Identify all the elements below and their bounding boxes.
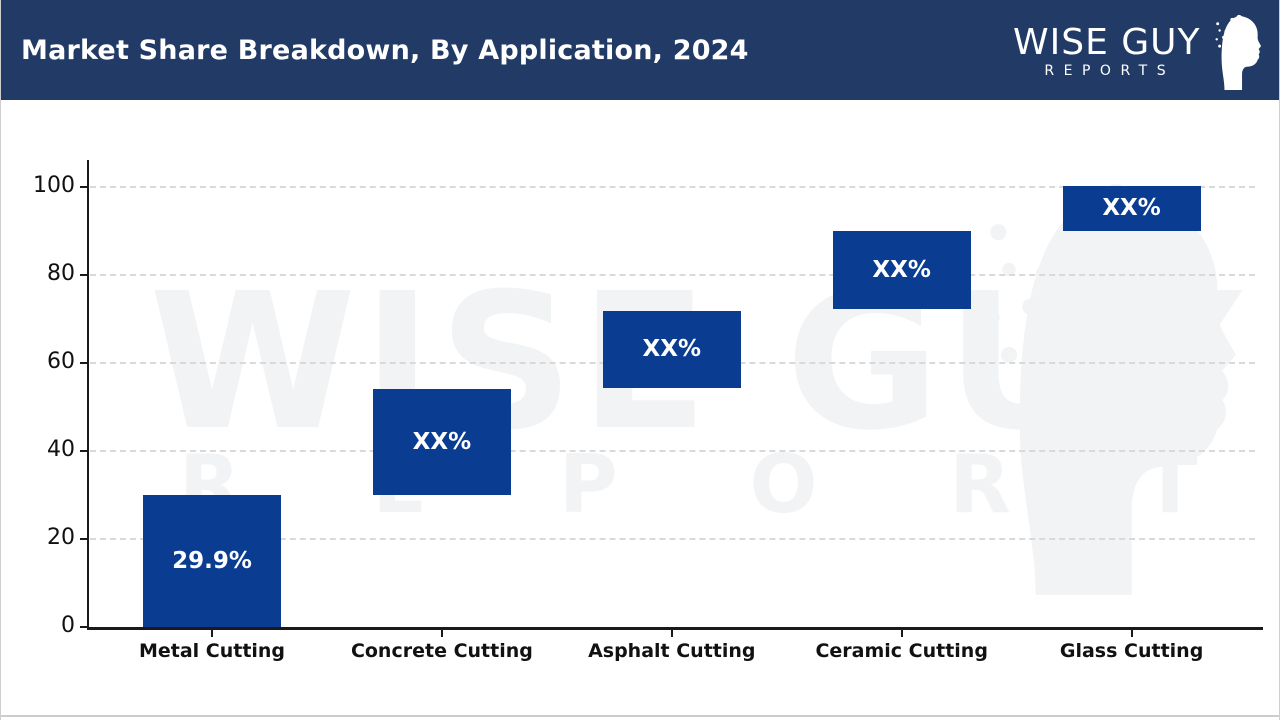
y-axis-tick-label-20: 20	[47, 525, 75, 550]
page-title: Market Share Breakdown, By Application, …	[21, 34, 749, 66]
logo-subtitle: REPORTS	[1044, 62, 1176, 79]
x-axis-label-asphalt-cutting: Asphalt Cutting	[588, 640, 756, 662]
x-axis-tick-asphalt-cutting	[670, 628, 673, 637]
y-axis-tick-label-80: 80	[47, 261, 75, 286]
y-axis-tick-100	[80, 186, 88, 188]
y-axis-tick-80	[80, 274, 88, 276]
bar-ceramic-cutting: XX%	[832, 231, 971, 310]
y-axis-tick-label-40: 40	[47, 437, 75, 462]
gridline-40	[90, 450, 1255, 452]
bar-value-label-glass-cutting: XX%	[1102, 195, 1161, 222]
y-axis-tick-label-60: 60	[47, 349, 75, 374]
x-axis-label-ceramic-cutting: Ceramic Cutting	[815, 640, 988, 662]
y-axis-tick-label-0: 0	[61, 613, 75, 638]
y-axis-tick-label-100: 100	[33, 173, 75, 198]
x-axis-spine	[87, 627, 1263, 630]
bar-concrete-cutting: XX%	[372, 388, 511, 495]
logo-wordmark: WISE GUY	[1013, 21, 1201, 63]
gridline-100	[90, 186, 1255, 188]
gridline-80	[90, 274, 1255, 276]
market-share-bar-chart: 0 20 40 60 80 100 29.9% Metal Cutting XX% Concret…	[1, 100, 1279, 662]
bar-value-label-asphalt-cutting: XX%	[642, 336, 702, 363]
bar-asphalt-cutting: XX%	[602, 310, 741, 388]
bar-glass-cutting: XX%	[1062, 185, 1201, 231]
y-axis-spine	[87, 160, 89, 630]
header-band: Market Share Breakdown, By Application, …	[1, 0, 1279, 100]
dotted-face-logo-icon	[1214, 14, 1261, 90]
y-axis-tick-20	[80, 538, 88, 540]
bar-metal-cutting: 29.9%	[143, 495, 281, 627]
y-axis-tick-60	[80, 362, 88, 364]
footer-divider	[1, 715, 1279, 717]
y-axis-tick-0	[80, 626, 88, 628]
x-axis-tick-concrete-cutting	[440, 628, 443, 637]
wise-guy-reports-logo: WISE GUY REPORTS	[1013, 8, 1263, 94]
x-axis-label-concrete-cutting: Concrete Cutting	[350, 640, 533, 662]
gridline-20	[90, 538, 1255, 540]
x-axis-tick-ceramic-cutting	[900, 628, 903, 637]
bar-value-label-concrete-cutting: XX%	[412, 428, 472, 455]
y-axis-tick-40	[80, 450, 88, 452]
bar-value-label-ceramic-cutting: XX%	[872, 257, 931, 284]
x-axis-label-glass-cutting: Glass Cutting	[1059, 640, 1204, 662]
x-axis-tick-glass-cutting	[1130, 628, 1133, 637]
logo-text: WISE GUY REPORTS	[1013, 21, 1201, 79]
x-axis-tick-metal-cutting	[211, 628, 213, 637]
x-axis-label-metal-cutting: Metal Cutting	[138, 640, 286, 662]
bar-value-label-metal-cutting: 29.9%	[172, 548, 252, 575]
